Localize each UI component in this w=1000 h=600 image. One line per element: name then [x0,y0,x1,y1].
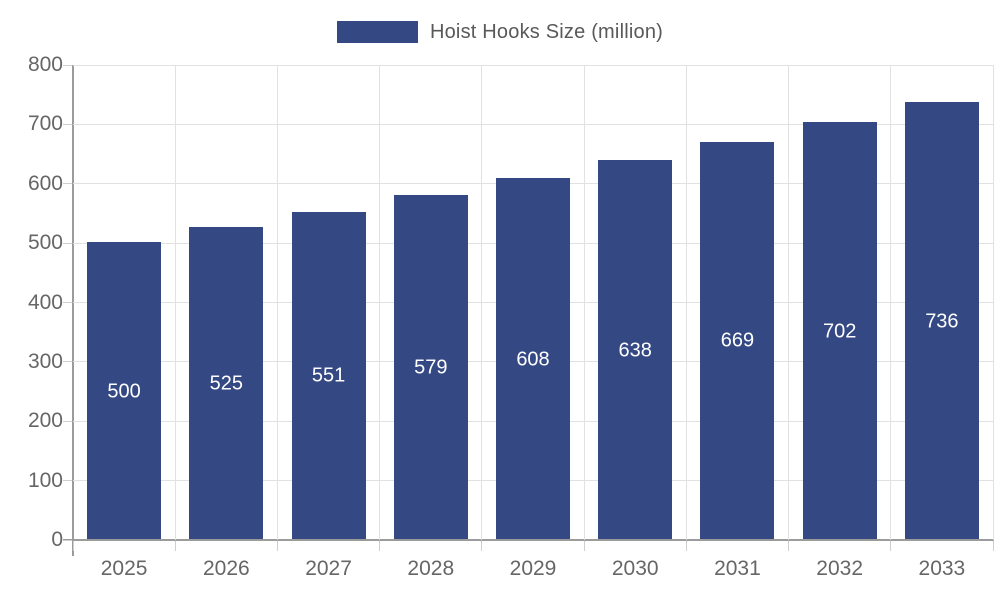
y-tick-label: 0 [51,528,63,551]
y-axis-line [72,65,74,556]
x-gridline [788,65,790,540]
y-tick [63,123,72,125]
x-tick-label: 2033 [918,557,966,580]
x-tick-label: 2031 [714,557,761,580]
x-gridline [685,65,687,540]
x-tick [788,541,790,551]
x-tick [174,541,176,551]
x-tick [379,541,381,551]
x-gridline [890,65,892,540]
bar-value-label: 638 [618,339,652,362]
x-tick [276,541,278,551]
y-tick-label: 600 [27,171,63,195]
y-tick-label: 800 [27,53,63,76]
y-gridline [73,64,993,66]
x-gridline [583,65,585,540]
x-tick-label: 2025 [100,557,148,580]
x-gridline [481,65,483,540]
x-axis-line [63,539,994,541]
x-tick-label: 2029 [509,557,557,580]
x-tick [992,541,994,551]
x-gridline [174,65,176,540]
x-tick [72,541,74,551]
y-tick [63,242,72,244]
bar-value-label: 551 [311,364,346,387]
bar-2027 [291,211,366,539]
bar-value-label: 579 [414,356,448,379]
x-gridline [992,65,994,540]
bar-value-label: 500 [107,380,141,403]
y-gridline [73,123,993,125]
y-tick [63,420,72,422]
x-tick-label: 2032 [816,557,864,580]
y-tick [63,64,72,66]
bar-value-label: 736 [925,310,959,332]
bar-2028 [393,195,468,539]
bar-value-label: 702 [822,320,857,343]
y-tick-label: 200 [27,409,63,433]
y-tick [63,361,72,363]
x-tick-label: 2026 [202,557,250,580]
y-tick-label: 400 [27,290,63,314]
bar-value-label: 669 [720,329,755,352]
bar-2032 [802,122,877,539]
y-tick-label: 700 [27,112,63,136]
bar-2029 [495,178,570,539]
x-tick [890,541,892,551]
bar-2031 [700,141,775,539]
legend-swatch [336,21,418,43]
y-tick [63,539,72,541]
bar-2033 [904,102,979,539]
bar-2026 [189,227,264,539]
plot-area: 0 100 200 300 400 500 600 700 800 2025 500 2026 525 2… [28,53,994,580]
x-tick-label: 2027 [305,557,352,580]
y-tick-label: 100 [27,468,63,492]
y-tick-label: 300 [27,349,63,373]
legend: Hoist Hooks Size (million) [0,18,1000,46]
x-gridline [276,65,278,540]
bar-2025 [87,242,162,539]
x-tick [583,541,585,551]
x-gridline [379,65,381,540]
y-tick [63,183,72,185]
y-tick [63,302,72,303]
x-tick-label: 2028 [407,557,455,580]
x-tick-label: 2030 [611,557,659,580]
bar-value-label: 525 [209,372,244,395]
y-tick-label: 500 [27,231,63,255]
bar-value-label: 608 [516,348,550,370]
y-tick [63,480,72,482]
bar-2030 [598,160,673,539]
x-tick [481,541,483,551]
legend-label: Hoist Hooks Size (million) [429,20,664,43]
x-tick [685,541,687,551]
